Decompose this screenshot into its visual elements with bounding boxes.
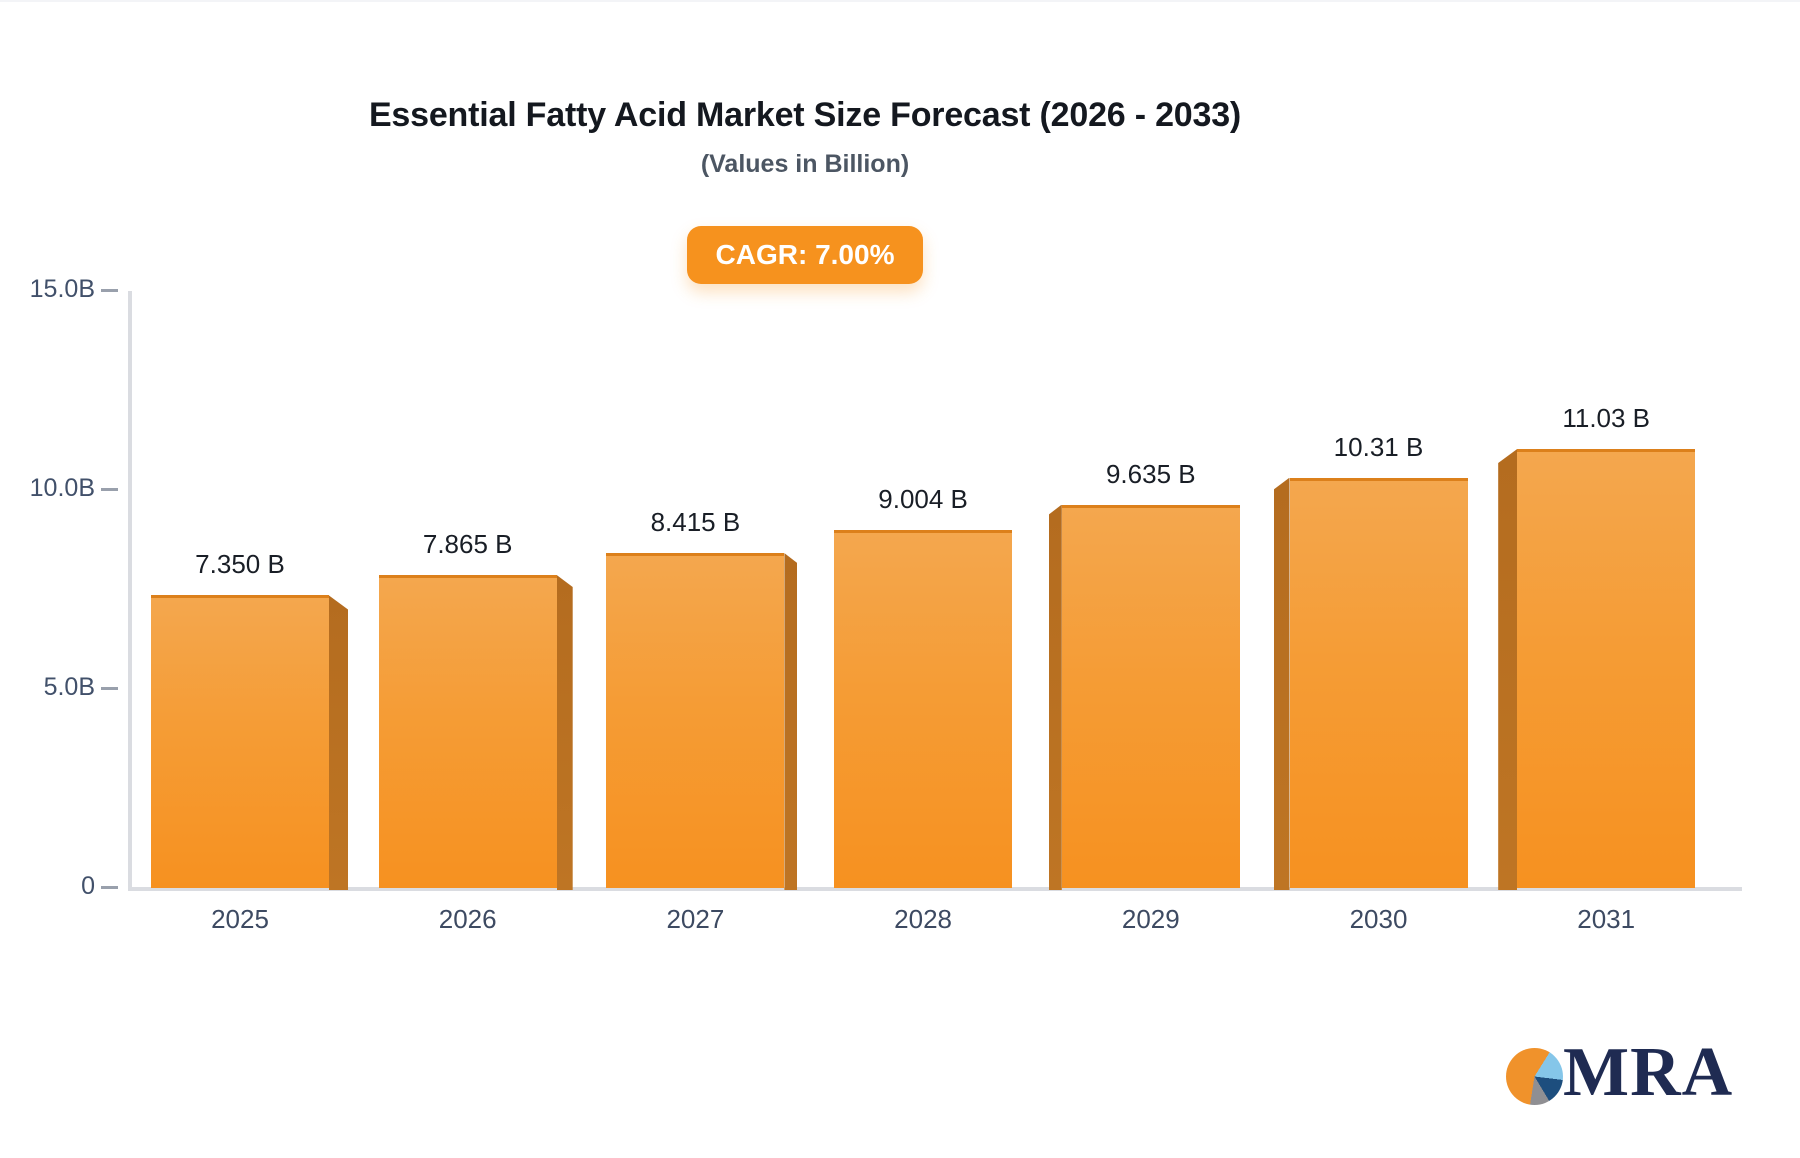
x-tick-label: 2025	[211, 904, 269, 934]
cagr-badge: CAGR: 7.00%	[687, 226, 923, 284]
brand-logo-text: MRA	[1563, 1034, 1734, 1111]
bar-face	[378, 574, 557, 888]
chart-subtitle: (Values in Billion)	[700, 150, 910, 178]
y-tick-mark	[101, 488, 118, 491]
bar-value-label: 9.635 B	[1105, 458, 1196, 489]
y-tick-label: 5.0B	[43, 673, 95, 701]
bar-face	[151, 595, 329, 888]
y-tick-mark	[101, 289, 118, 292]
bar-value-label: 11.03 B	[1562, 403, 1651, 433]
bar-3d-side	[1048, 504, 1062, 890]
bar-face	[1517, 449, 1696, 888]
bar-face	[834, 529, 1013, 888]
chart-title: Essential Fatty Acid Market Size Forecas…	[368, 96, 1242, 134]
y-tick-mark	[101, 886, 118, 889]
bar-value-label: 7.865 B	[422, 528, 513, 559]
bar-3d-side	[784, 553, 798, 890]
y-tick-label: 15.0B	[29, 275, 95, 303]
y-tick-label: 10.0B	[29, 474, 95, 502]
x-tick-label: 2031	[1577, 904, 1636, 934]
cagr-badge-label: CAGR: 7.00%	[715, 239, 895, 270]
bar-face	[1289, 477, 1468, 888]
x-tick-label: 2027	[666, 904, 725, 934]
bar-3d-side	[1273, 477, 1290, 890]
bar-value-label: 9.004 B	[878, 483, 968, 514]
x-axis-line	[128, 887, 1742, 891]
y-tick-label: 0	[81, 872, 95, 900]
bar-3d-side	[556, 574, 573, 890]
bar-3d-side	[329, 595, 348, 890]
bar-face	[1061, 504, 1240, 888]
y-axis-line	[128, 291, 132, 888]
bar-value-label: 10.31 B	[1333, 431, 1424, 462]
x-tick-label: 2026	[438, 904, 497, 934]
y-tick-mark	[101, 687, 118, 690]
bar-face	[606, 553, 785, 888]
x-tick-label: 2030	[1349, 904, 1408, 934]
x-tick-label: 2028	[894, 904, 953, 934]
bar-value-label: 8.415 B	[650, 507, 741, 538]
bar-3d-side	[1498, 449, 1518, 890]
x-tick-label: 2029	[1121, 904, 1180, 934]
bar-value-label: 7.350 B	[195, 549, 285, 580]
pie-chart-icon	[1506, 1048, 1563, 1105]
